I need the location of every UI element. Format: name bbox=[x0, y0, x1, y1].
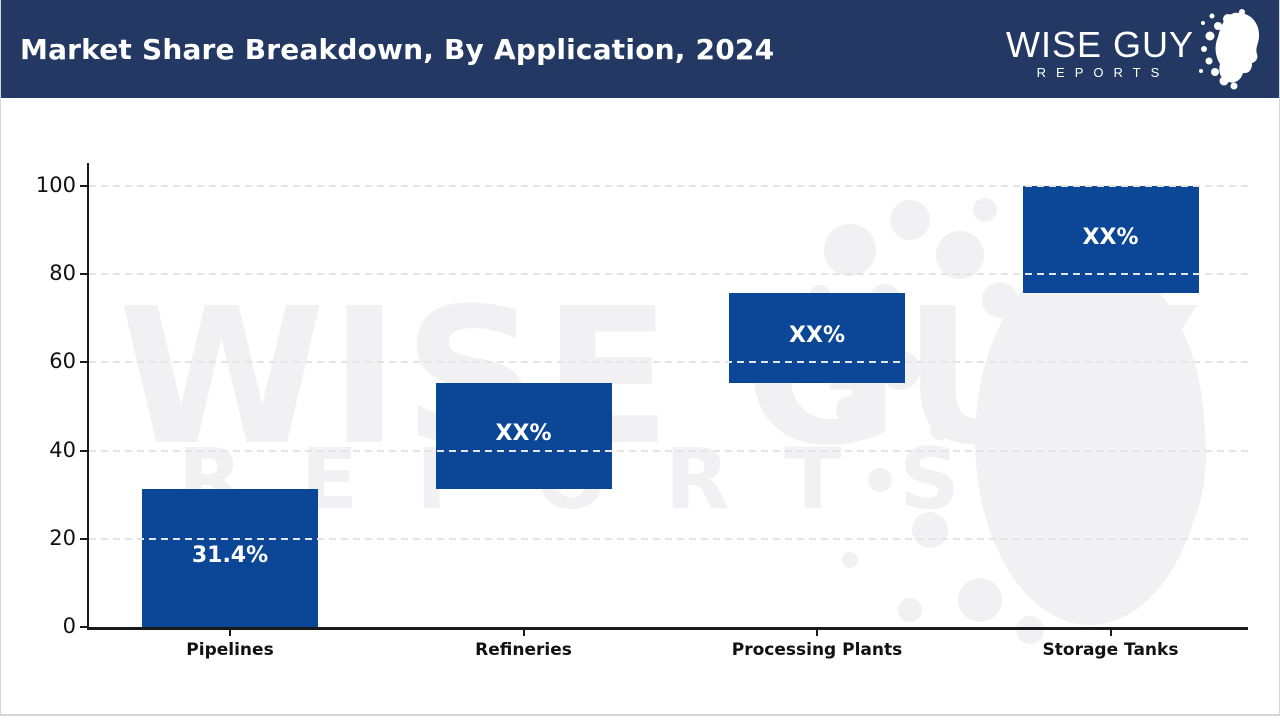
y-tick-label-40: 40 bbox=[49, 437, 76, 462]
x-tick-pipelines bbox=[229, 628, 231, 636]
x-axis-spine bbox=[87, 627, 1248, 630]
gridline-80 bbox=[89, 273, 1248, 276]
y-tick-60 bbox=[80, 361, 88, 364]
bar-value-label-pipelines: 31.4% bbox=[191, 542, 269, 568]
bar-processing-plants bbox=[729, 293, 905, 384]
bar-value-label-refineries: XX% bbox=[495, 420, 552, 446]
gridline-100 bbox=[89, 185, 1248, 187]
header-bar: Market Share Breakdown, By Application, … bbox=[0, 0, 1280, 98]
y-tick-label-60: 60 bbox=[49, 349, 76, 374]
brand-sub-text: REPORTS bbox=[1036, 64, 1170, 80]
y-tick-label-20: 20 bbox=[49, 525, 76, 550]
y-tick-label-100: 100 bbox=[35, 173, 76, 197]
gridline-40 bbox=[89, 449, 1248, 452]
x-category-label-refineries: Refineries bbox=[475, 640, 572, 660]
y-tick-40 bbox=[80, 449, 88, 452]
bar-value-label-storage-tanks: XX% bbox=[1082, 224, 1139, 250]
bar-refineries bbox=[435, 383, 612, 489]
wiseguy-face-icon bbox=[1199, 9, 1260, 90]
bar-pipelines bbox=[142, 488, 318, 627]
y-tick-0 bbox=[80, 626, 88, 628]
brand-name-text: WISE GUY bbox=[1005, 23, 1194, 65]
y-tick-20 bbox=[80, 537, 88, 540]
page-title: Market Share Breakdown, By Application, … bbox=[20, 32, 775, 66]
y-tick-label-80: 80 bbox=[49, 261, 76, 286]
y-tick-100 bbox=[80, 185, 88, 187]
y-axis-spine bbox=[87, 163, 89, 629]
gridline-60 bbox=[89, 361, 1248, 364]
x-tick-processing-plants bbox=[816, 628, 818, 636]
x-category-label-pipelines: Pipelines bbox=[186, 640, 274, 660]
brand-logo: WISE GUY REPORTS bbox=[1006, 8, 1264, 92]
x-tick-refineries bbox=[522, 628, 525, 636]
y-tick-label-0: 0 bbox=[62, 614, 76, 638]
x-category-label-storage-tanks: Storage Tanks bbox=[1042, 640, 1179, 660]
y-tick-80 bbox=[80, 273, 88, 276]
bar-storage-tanks bbox=[1022, 186, 1199, 294]
brand-wordmark: WISE GUY REPORTS bbox=[1005, 23, 1194, 80]
x-category-label-processing-plants: Processing Plants bbox=[731, 640, 903, 660]
gridline-20 bbox=[89, 537, 1248, 540]
bar-value-label-processing-plants: XX% bbox=[789, 323, 845, 349]
x-tick-storage-tanks bbox=[1109, 628, 1112, 636]
